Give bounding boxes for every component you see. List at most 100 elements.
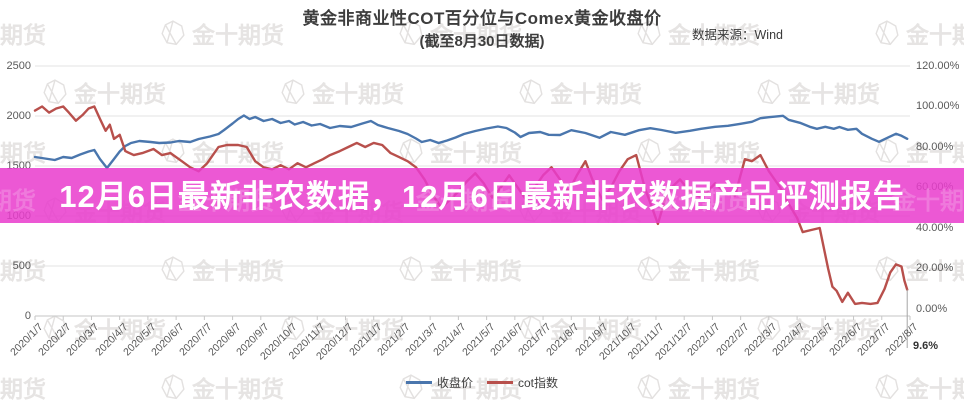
- banner-watermark-ghost: 金十期货: [654, 188, 750, 215]
- y-right-tick-label: 100.00%: [916, 100, 960, 112]
- y-left-tick-label: 0: [24, 309, 31, 322]
- y-right-tick-label: 120.00%: [916, 59, 960, 72]
- watermark-tile: 金十期货: [874, 16, 964, 50]
- legend-item-close-price: 收盘价: [405, 374, 473, 391]
- jin10-gem-icon: [637, 374, 661, 400]
- jin10-gem-icon: [281, 315, 305, 341]
- legend-label-close-price: 收盘价: [436, 376, 473, 390]
- watermark-tile: 金十期货: [160, 16, 284, 50]
- watermark-text: 金十期货: [0, 140, 46, 166]
- banner-watermark-ghost: 金十期货: [416, 188, 512, 215]
- y-right-tick-label: 80.00%: [916, 140, 954, 153]
- watermark-text: 金十期货: [0, 22, 46, 48]
- jin10-gem-icon: [637, 256, 661, 282]
- watermark-tile: 金十期货: [42, 311, 166, 345]
- watermark-text: 金十期货: [430, 258, 522, 284]
- watermark-text: 金十期货: [312, 81, 404, 107]
- jin10-gem-icon: [399, 256, 423, 282]
- watermark-tile: 金十期货: [42, 75, 166, 109]
- jin10-gem-icon: [43, 79, 67, 105]
- chart-title-line2: (截至8月30日数据): [419, 33, 545, 50]
- watermark-tile: 金十期货: [518, 75, 642, 109]
- watermark-tile: 金十期货: [636, 252, 760, 286]
- watermark-text: 金十期货: [74, 81, 166, 107]
- watermark-text: 金十期货: [906, 258, 964, 284]
- last-value-annotation: 9.6%: [913, 340, 939, 352]
- watermark-text: 金十期货: [550, 81, 642, 107]
- watermark-text: 金十期货: [788, 81, 880, 107]
- chart-title-line1: 黄金非商业性COT百分位与Comex黄金收盘价: [302, 9, 662, 28]
- watermark-text: 金十期货: [312, 317, 404, 343]
- watermark-text: 金十期货: [668, 258, 760, 284]
- watermark-tile: 金十期货: [0, 252, 46, 286]
- watermark-tile: 金十期货: [280, 311, 404, 345]
- watermark-tile: 金十期货: [398, 252, 522, 286]
- y-left-tick-label: 500: [12, 259, 31, 272]
- banner-watermark-ghost: 金十期货: [178, 188, 274, 215]
- watermark-text: 金十期货: [788, 317, 880, 343]
- jin10-gem-icon: [757, 315, 781, 341]
- watermark-tile: 金十期货: [0, 370, 46, 400]
- watermark-text: 金十期货: [906, 140, 964, 166]
- watermark-tile: 金十期货: [518, 311, 642, 345]
- watermark-text: 金十期货: [0, 376, 46, 400]
- chart-title: 黄金非商业性COT百分位与Comex黄金收盘价 (截至8月30日数据): [0, 4, 964, 51]
- watermark-tile: 金十期货: [636, 16, 760, 50]
- y-right-tick-label: 20.00%: [916, 262, 954, 274]
- jin10-gem-icon: [161, 20, 185, 46]
- watermark-tile: 金十期货: [398, 134, 522, 168]
- jin10-gem-icon: [757, 79, 781, 105]
- data-source-label: 数据来源：Wind: [692, 28, 783, 42]
- watermark-tile: 金十期货: [636, 370, 760, 400]
- close-price-line-swatch: [405, 381, 432, 384]
- watermark-tile: 金十期货: [756, 75, 880, 109]
- watermark-text: 金十期货: [74, 317, 166, 343]
- jin10-gem-icon: [875, 20, 899, 46]
- legend-item-cot-index: cot指数: [487, 374, 558, 391]
- overlay-banner-text: 12月6日最新非农数据，12月6日最新非农数据产品评测报告: [59, 179, 905, 214]
- watermark-tile: 金十期货: [874, 370, 964, 400]
- watermark-text: 金十期货: [430, 140, 522, 166]
- watermark-tile: 金十期货: [160, 252, 284, 286]
- close-price-line: [33, 114, 909, 170]
- watermark-tile: 金十期货: [160, 370, 284, 400]
- overlay-banner-background: [0, 168, 964, 223]
- watermark-text: 金十期货: [668, 22, 760, 48]
- watermark-text: 金十期货: [192, 22, 284, 48]
- watermark-text: 金十期货: [430, 22, 522, 48]
- jin10-gem-icon: [281, 79, 305, 105]
- y-left-tick-label: 2500: [6, 59, 31, 72]
- watermark-text: 金十期货: [550, 317, 642, 343]
- jin10-gem-icon: [399, 20, 423, 46]
- jin10-gem-icon: [161, 374, 185, 400]
- y-right-tick-label: 40.00%: [916, 221, 954, 234]
- jin10-gem-icon: [43, 315, 67, 341]
- overlay-banner: 金十期货 金十期货 金十期货 金十期货 金十期货 12月6日最新非农数据，12月6日最新…: [0, 168, 964, 223]
- watermark-tile: 金十期货: [0, 16, 46, 50]
- watermark-tile: 金十期货: [280, 75, 404, 109]
- watermark-tile: 金十期货: [398, 16, 522, 50]
- watermark-text: 金十期货: [668, 376, 760, 400]
- watermark-text: 金十期货: [906, 376, 964, 400]
- cot-index-line-swatch: [487, 381, 513, 384]
- watermark-text: 金十期货: [906, 22, 964, 48]
- watermark-text: 金十期货: [192, 376, 284, 400]
- jin10-gem-icon: [519, 315, 543, 341]
- banner-watermark-ghost: 金十期货: [892, 188, 964, 215]
- jin10-gem-icon: [637, 138, 661, 164]
- watermark-tile: 金十期货: [874, 134, 964, 168]
- watermark-text: 金十期货: [430, 376, 522, 400]
- watermark-tile: 金十期货: [398, 370, 522, 400]
- chart-legend: 收盘价 cot指数: [0, 374, 964, 391]
- jin10-gem-icon: [161, 256, 185, 282]
- legend-label-cot-index: cot指数: [518, 376, 559, 390]
- watermark-tile: 金十期货: [0, 134, 46, 168]
- jin10-gem-icon: [637, 20, 661, 46]
- jin10-gem-icon: [875, 138, 899, 164]
- jin10-gem-icon: [519, 79, 543, 105]
- watermark-text: 金十期货: [192, 258, 284, 284]
- y-left-tick-label: 2000: [6, 109, 31, 122]
- banner-watermark-ghost: 金十期货: [0, 188, 36, 215]
- watermark-text: 金十期货: [0, 258, 46, 284]
